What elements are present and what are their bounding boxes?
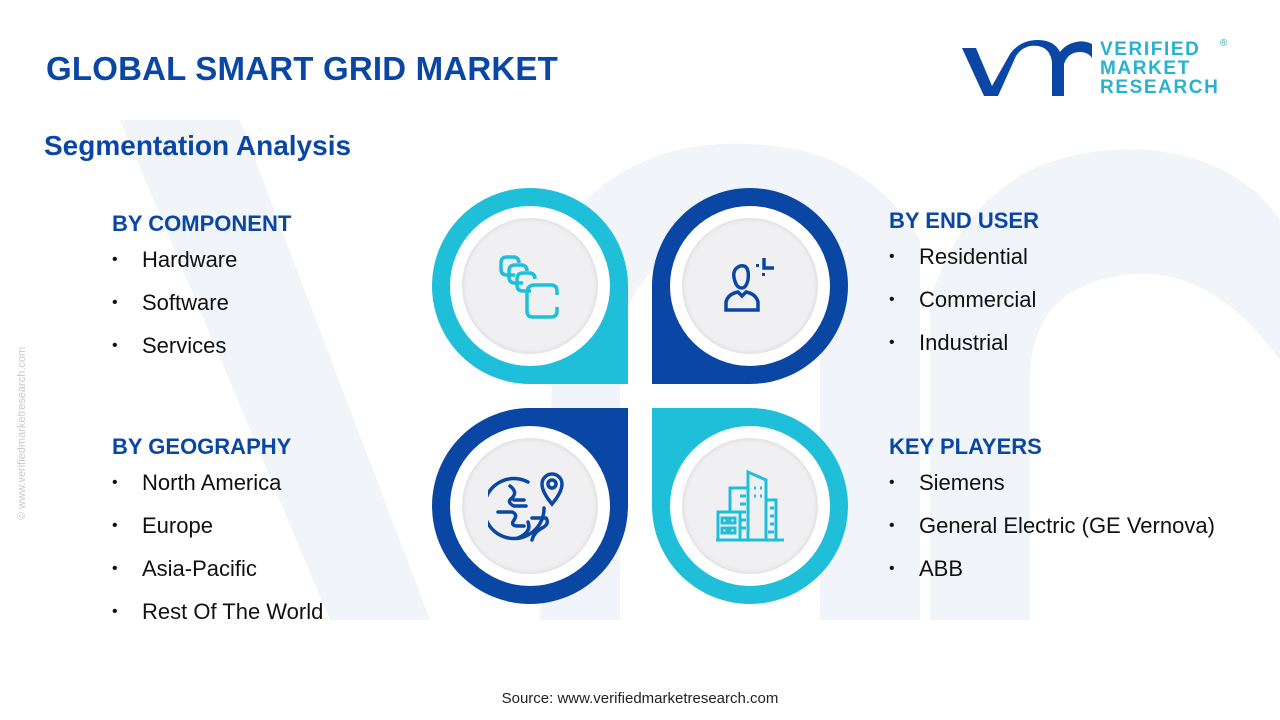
bullet: • [889,517,895,534]
item-label: North America [142,470,282,495]
bullet: • [889,248,895,265]
list-item: • General Electric (GE Vernova) [889,513,1215,556]
bullet: • [112,603,118,620]
bullet: • [889,560,895,577]
page-title: GLOBAL SMART GRID MARKET [46,50,558,87]
vmr-logo-mark-icon [962,40,1092,96]
bullet: • [112,474,118,491]
logo-line-2: MARKET [1100,58,1191,79]
segment-by-geography: BY GEOGRAPHY • North America • Europe • Asi… [112,434,323,642]
petal-component [432,188,628,384]
segment-heading: KEY PLAYERS [889,434,1042,459]
list-item: • North America [112,470,323,513]
bullet: • [112,294,118,311]
item-label: Industrial [919,330,1009,355]
item-label: Hardware [142,247,238,272]
segment-heading: BY COMPONENT [112,211,292,236]
logo-line-3: RESEARCH [1100,77,1220,98]
list-item: • Rest Of The World [112,599,323,642]
petal-key-players [652,408,848,604]
list-item: • Europe [112,513,323,556]
watermark-url: © www.verifiedmarketresearch.com [16,346,28,520]
logo-text: VERIFIED MARKET RESEARCH [1100,40,1219,97]
list-item: • Services [112,333,291,376]
list-item: • ABB [889,556,1215,599]
bullet: • [889,291,895,308]
item-label: ABB [919,556,964,581]
segment-by-end-user: BY END USER • Residential • Commercial • In… [889,208,1039,373]
item-label: Siemens [919,470,1005,495]
list-item: • Industrial [889,330,1039,373]
petal-end-user [652,188,848,384]
item-label: Rest Of The World [142,599,324,624]
buildings-icon [716,469,784,542]
segment-heading: BY GEOGRAPHY [112,434,292,459]
item-label: Services [142,333,227,358]
user-icon [724,258,774,312]
segment-heading: BY END USER [889,208,1039,233]
components-stack-icon [499,255,559,319]
list-item: • Commercial [889,287,1039,330]
bullet: • [112,517,118,534]
item-label: General Electric (GE Vernova) [919,513,1215,538]
logo: VERIFIED MARKET RESEARCH ® [958,38,1228,102]
bullet: • [889,334,895,351]
list-item: • Hardware [112,247,291,290]
item-label: Residential [919,244,1028,269]
segment-by-component: BY COMPONENT • Hardware • Software • Servic… [112,211,291,376]
segment-key-players: KEY PLAYERS • Siemens • General Electric (… [889,434,1215,599]
list-item: • Siemens [889,470,1215,513]
globe-location-icon [488,472,564,542]
source-caption: Source: www.verifiedmarketresearch.com [501,690,779,707]
bullet: • [112,251,118,268]
bullet: • [112,337,118,354]
item-label: Software [142,290,229,315]
list-item: • Asia-Pacific [112,556,323,599]
bullet: • [112,560,118,577]
registered-mark: ® [1220,38,1228,49]
item-label: Europe [142,513,213,538]
bullet: • [889,474,895,491]
petal-geography [432,408,628,604]
page-subtitle: Segmentation Analysis [44,130,352,161]
list-item: • Residential [889,244,1039,287]
item-label: Commercial [919,287,1037,312]
logo-line-1: VERIFIED [1100,39,1201,60]
item-label: Asia-Pacific [142,556,257,581]
list-item: • Software [112,290,291,333]
